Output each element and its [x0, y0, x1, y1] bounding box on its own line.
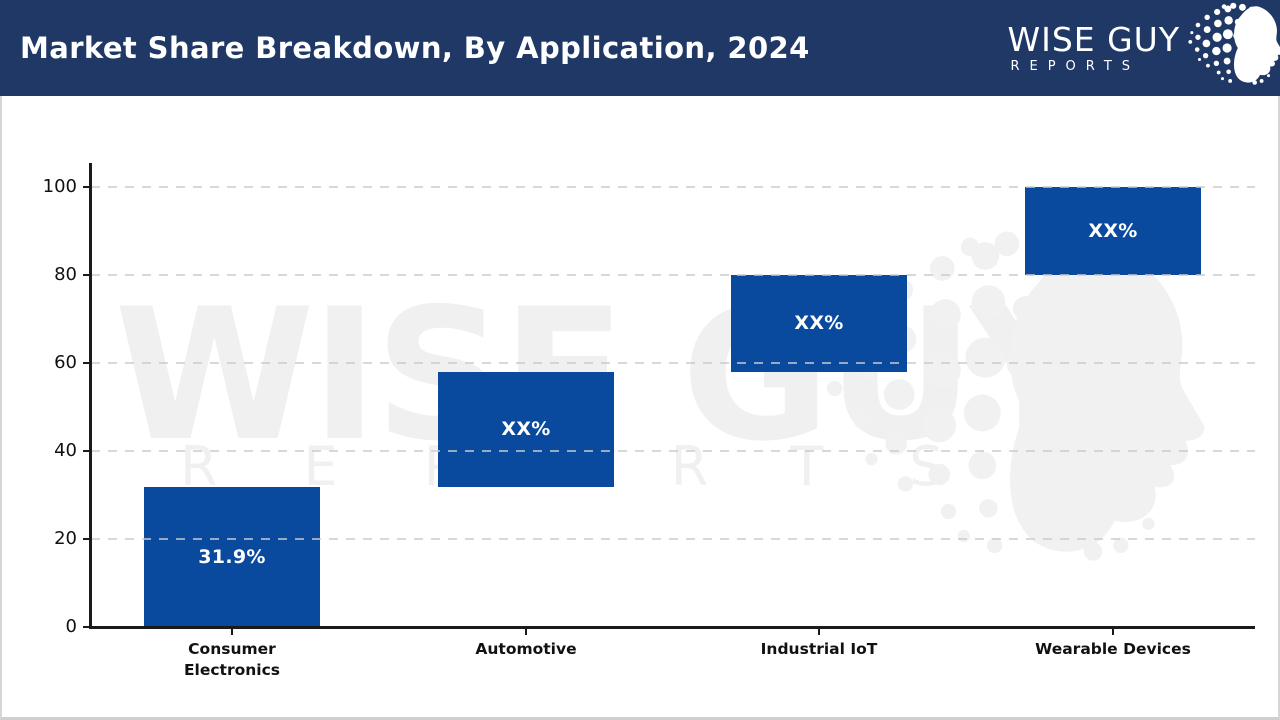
x-tick-consumer-electronics: [230, 628, 234, 635]
x-category-label-industrial-iot: Industrial IoT: [689, 639, 949, 660]
bar-value-label-industrial-iot: XX%: [794, 312, 844, 335]
gridline-60: [91, 361, 1255, 365]
bar-value-label-consumer-electronics: 31.9%: [198, 545, 266, 568]
category-label-line: Electronics: [183, 660, 281, 679]
category-label-line: Industrial IoT: [760, 640, 878, 658]
x-category-label-consumer-electronics: Consumer Electronics: [102, 639, 362, 681]
x-tick-automotive: [524, 628, 528, 635]
page-title: Market Share Breakdown, By Application, …: [20, 31, 810, 65]
bar-value-label-automotive: XX%: [501, 418, 551, 441]
gridline-20: [91, 537, 1255, 541]
gridline-80: [91, 273, 1255, 277]
y-tick-20: [83, 537, 90, 541]
wiseguy-face-icon: [1188, 2, 1280, 85]
y-tick-label-20: 20: [54, 528, 77, 549]
y-tick-60: [83, 361, 90, 365]
logo-subtitle: REPORTS: [1010, 59, 1141, 74]
category-label-line: Consumer: [188, 640, 276, 658]
category-label-line: Wearable Devices: [1035, 640, 1191, 658]
y-tick-40: [83, 449, 90, 453]
category-label-line: Automotive: [475, 640, 577, 658]
plot: 0 20 40 60 80 100 31.9% Consumer Electronics XX% A…: [2, 96, 1278, 717]
chart-area: WISE GUY REPORTS 02040608010031.9%Consum…: [0, 96, 1280, 720]
x-tick-wearable-devices: [1111, 628, 1115, 635]
y-tick-label-0: 0: [65, 616, 77, 637]
y-tick-0: [83, 625, 90, 629]
x-axis-line: [88, 625, 1255, 629]
y-tick-label-100: 100: [42, 176, 77, 197]
y-tick-label-80: 80: [54, 264, 77, 285]
x-tick-industrial-iot: [817, 628, 821, 635]
y-tick-label-60: 60: [54, 352, 77, 373]
bar-automotive: XX%: [438, 371, 614, 487]
y-tick-100: [83, 185, 90, 189]
y-tick-80: [83, 273, 90, 277]
x-category-label-automotive: Automotive: [396, 639, 656, 660]
y-axis-line: [88, 163, 92, 629]
logo-text: WISE GUY REPORTS: [1007, 23, 1180, 73]
wiseguy-logo: WISE GUY REPORTS: [1007, 0, 1280, 96]
y-tick-label-40: 40: [54, 440, 77, 461]
gridline-100: [91, 185, 1255, 189]
header-bar: Market Share Breakdown, By Application, …: [0, 0, 1280, 96]
gridline-40: [91, 449, 1255, 453]
bar-consumer-electronics: 31.9%: [144, 486, 320, 627]
bar-industrial-iot: XX%: [731, 275, 907, 372]
bar-wearable-devices: XX%: [1025, 187, 1201, 275]
bar-value-label-wearable-devices: XX%: [1088, 220, 1138, 242]
logo-wordmark: WISE GUY: [1007, 20, 1180, 59]
x-category-label-wearable-devices: Wearable Devices: [983, 639, 1243, 660]
